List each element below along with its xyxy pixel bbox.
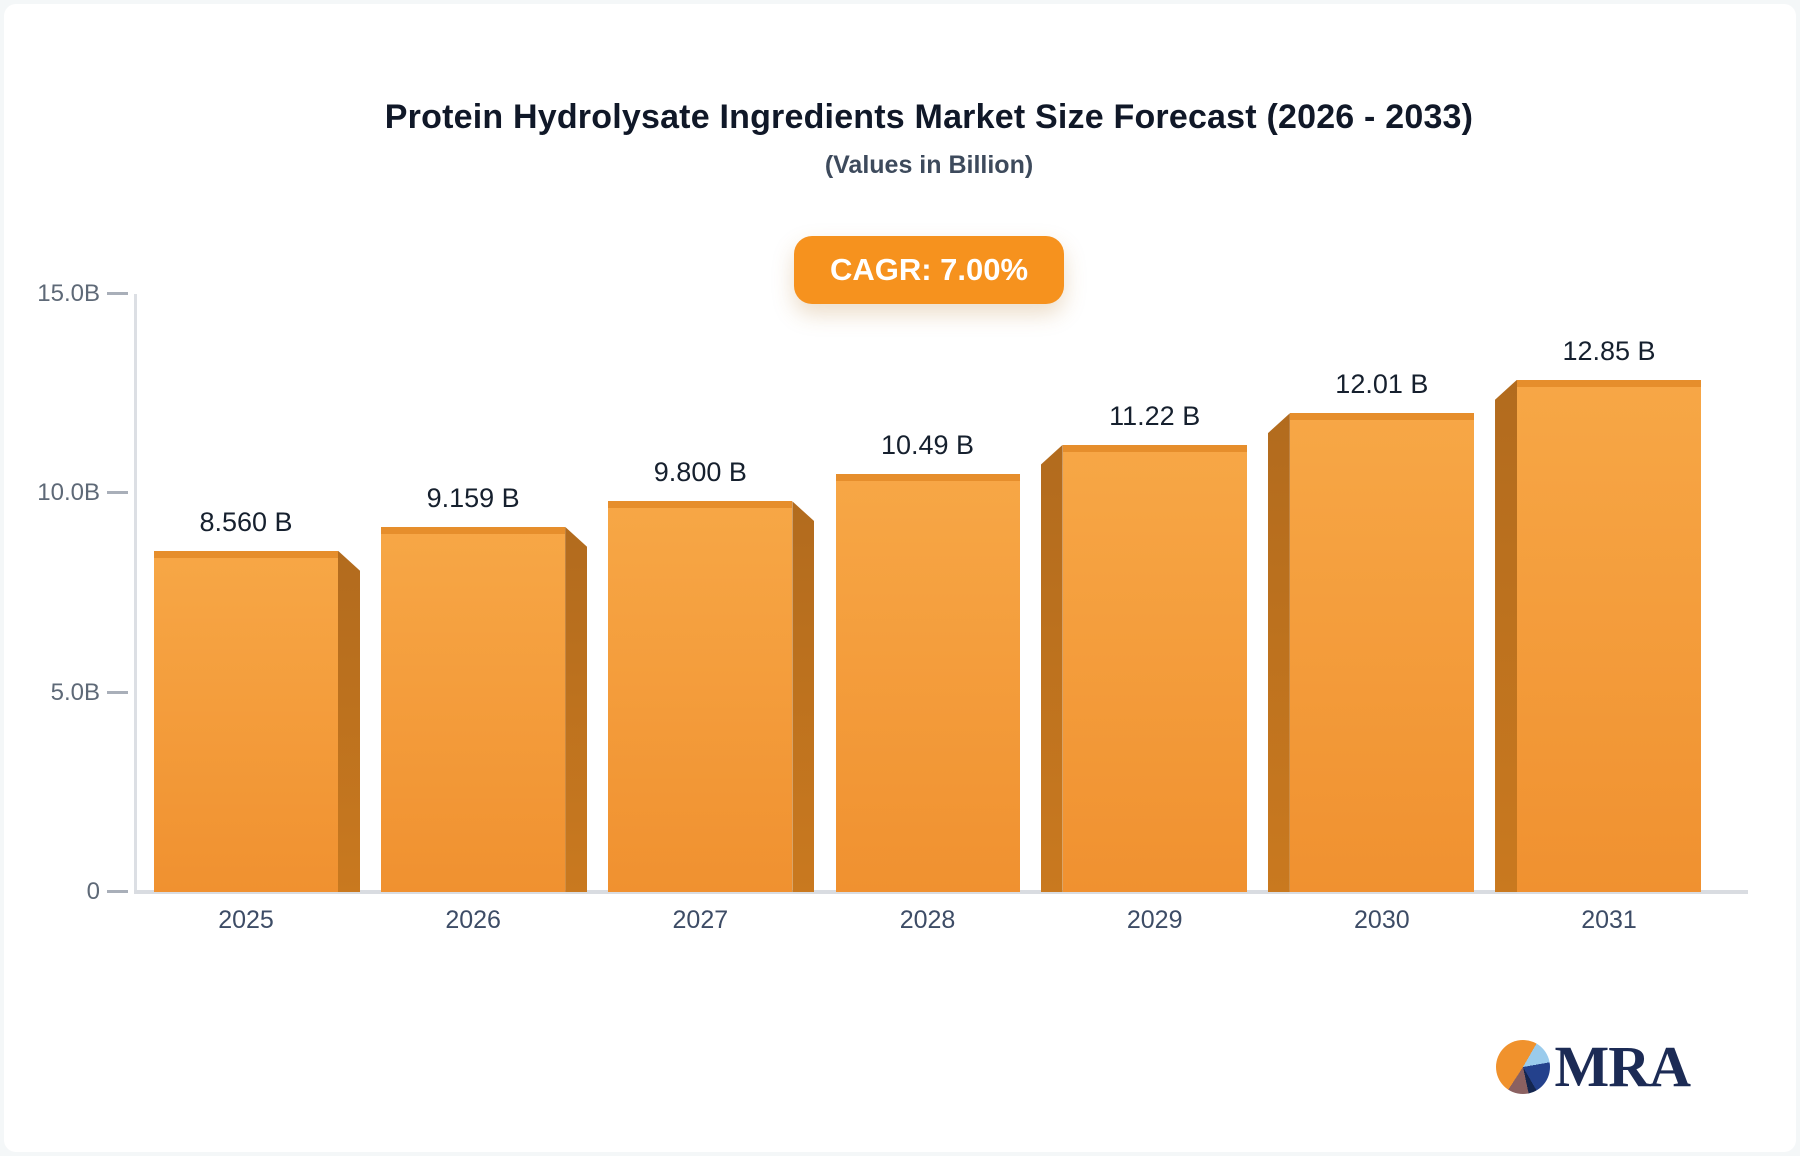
bar-top-cap — [381, 526, 566, 534]
bar — [381, 526, 566, 892]
x-axis-tick-label: 2031 — [1581, 906, 1637, 934]
chart-card: Protein Hydrolysate Ingredients Market S… — [4, 4, 1796, 1152]
mra-logo: MRA — [1496, 1034, 1691, 1099]
bar-3d-side — [1495, 379, 1518, 892]
bar-3d-side — [1267, 413, 1290, 892]
bar-top-cap — [1517, 379, 1702, 387]
bar-value-label: 8.560 B — [199, 506, 293, 537]
bar-value-label: 9.800 B — [653, 457, 747, 488]
y-axis-tick-mark — [107, 690, 128, 694]
bar-top-cap — [154, 550, 338, 558]
chart-header: Protein Hydrolysate Ingredients Market S… — [54, 4, 1800, 304]
y-axis-tick-label: 15.0B — [37, 280, 100, 307]
bar-3d-side — [1040, 444, 1063, 892]
bar-value-label: 12.01 B — [1335, 369, 1429, 400]
bar — [1517, 379, 1702, 892]
bar — [1062, 444, 1247, 892]
bar-value-label: 11.22 B — [1109, 400, 1201, 431]
bar-3d-side — [565, 526, 588, 892]
cagr-badge: CAGR: 7.00% — [793, 236, 1065, 304]
bar-top-cap — [1289, 413, 1474, 421]
x-axis-line — [134, 890, 1748, 894]
chart-title: Protein Hydrolysate Ingredients Market S… — [384, 98, 1474, 136]
y-axis-tick-label: 10.0B — [37, 479, 100, 507]
bar-top-cap — [608, 501, 793, 509]
pie-chart-logo-icon — [1496, 1040, 1551, 1094]
bar — [154, 550, 338, 892]
bar-value-label: 9.159 B — [426, 482, 520, 513]
bar — [1289, 413, 1474, 892]
bar — [835, 473, 1020, 892]
bar — [608, 501, 793, 892]
x-axis-tick-label: 2029 — [1126, 906, 1183, 934]
bar-3d-side — [792, 501, 815, 892]
bar-top-cap — [1062, 444, 1247, 452]
x-axis-tick-label: 2028 — [899, 906, 956, 934]
x-axis-tick-label: 2027 — [672, 906, 729, 934]
x-axis-tick-label: 2025 — [218, 906, 274, 934]
y-axis-tick-mark — [107, 491, 128, 495]
x-axis-tick-label: 2030 — [1354, 906, 1410, 934]
y-axis-tick-mark — [107, 890, 128, 893]
bar-value-label: 12.85 B — [1562, 335, 1656, 366]
chart-subtitle: (Values in Billion) — [824, 151, 1034, 179]
x-axis-tick-label: 2026 — [445, 906, 501, 934]
y-axis-tick-label: 0 — [86, 878, 100, 905]
bar-value-label: 10.49 B — [880, 429, 975, 460]
bar-chart: 15.0B 10.0B 5.0B 0 8.560 B 2025 9.159 B 2026 9.8… — [4, 4, 1796, 1152]
bar-top-cap — [835, 473, 1020, 481]
y-axis-line — [134, 294, 137, 892]
y-axis-tick-label: 5.0B — [50, 678, 100, 706]
bar-3d-side — [338, 550, 360, 892]
logo-text: MRA — [1554, 1034, 1691, 1099]
y-axis-tick-mark — [107, 292, 128, 295]
